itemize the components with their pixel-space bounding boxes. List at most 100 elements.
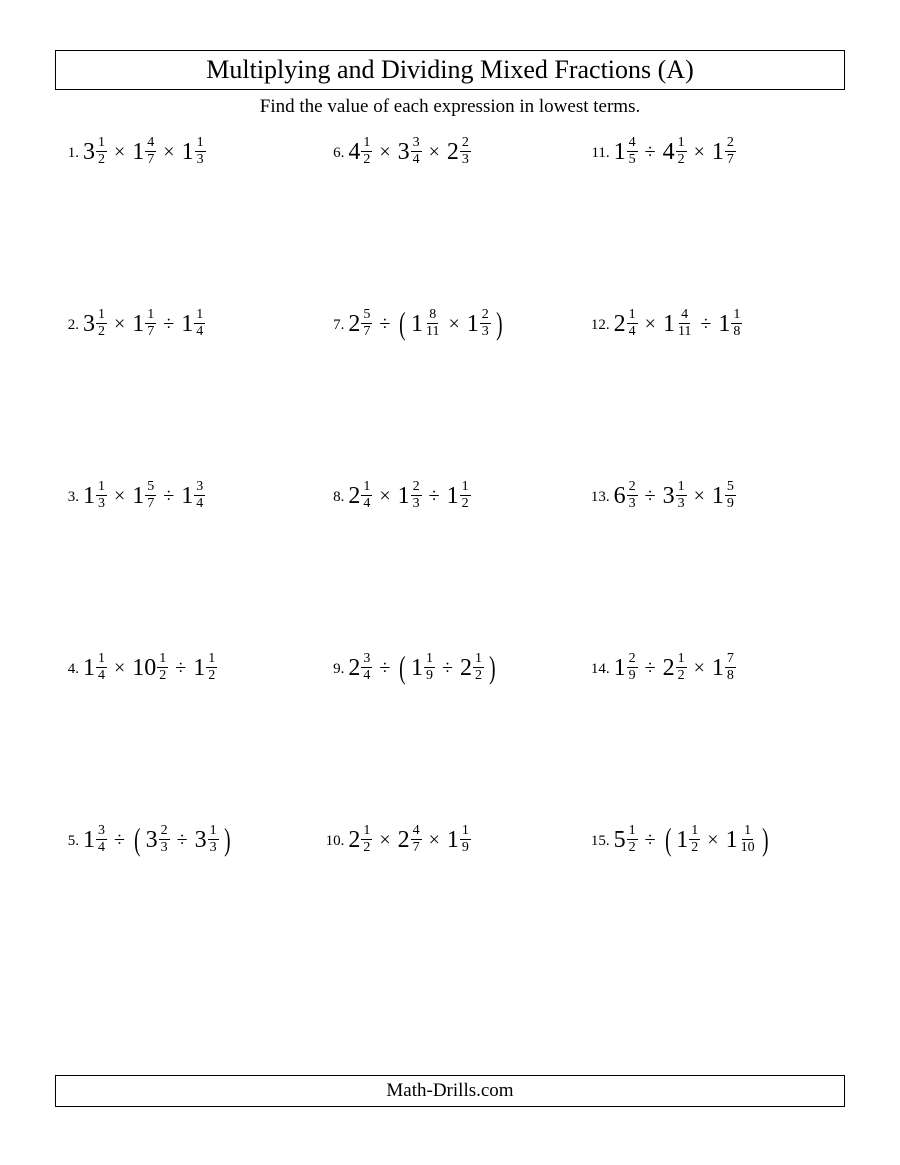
problem-number: 13. (586, 480, 614, 505)
whole-part: 2 (398, 828, 410, 852)
fraction-part: 18 (731, 308, 742, 339)
mixed-fraction: 134 (181, 480, 205, 511)
whole-part: 2 (348, 312, 360, 336)
problem-number: 10. (320, 824, 348, 849)
problem: 13.623÷313×159 (586, 480, 845, 652)
mixed-fraction: 118 (718, 308, 742, 339)
multiply-operator: × (110, 486, 129, 506)
mixed-fraction: 112 (193, 652, 217, 683)
mixed-fraction: 212 (460, 652, 484, 683)
multiply-operator: × (110, 314, 129, 334)
fraction-part: 29 (627, 652, 638, 683)
problem: 12.214×1411÷118 (586, 308, 845, 480)
mixed-fraction: 512 (614, 824, 638, 855)
mixed-fraction: 123 (398, 480, 422, 511)
fraction-part: 110 (739, 824, 757, 855)
fraction-part: 13 (208, 824, 219, 855)
fraction-part: 12 (627, 824, 638, 855)
whole-part: 4 (663, 140, 675, 164)
whole-part: 2 (460, 656, 472, 680)
multiply-operator: × (690, 658, 709, 678)
mixed-fraction: 1110 (726, 824, 757, 855)
whole-part: 1 (467, 312, 479, 336)
mixed-fraction: 212 (663, 652, 687, 683)
fraction-part: 19 (424, 652, 435, 683)
expression: 312×117÷114 (83, 308, 205, 339)
mixed-fraction: 313 (663, 480, 687, 511)
right-paren: ) (224, 828, 230, 850)
fraction-part: 13 (195, 136, 206, 167)
mixed-fraction: 127 (712, 136, 736, 167)
divide-operator: ÷ (110, 830, 129, 850)
mixed-fraction: 159 (712, 480, 736, 511)
fraction-part: 47 (145, 136, 156, 167)
fraction-part: 12 (96, 136, 107, 167)
expression: 114×1012÷112 (83, 652, 217, 683)
problem: 11.145÷412×127 (586, 136, 845, 308)
problem-number: 12. (586, 308, 614, 333)
problem-number: 7. (320, 308, 348, 333)
left-paren: ( (399, 312, 405, 334)
multiply-operator: × (110, 142, 129, 162)
mixed-fraction: 112 (447, 480, 471, 511)
problem: 3.113×157÷134 (55, 480, 314, 652)
divide-operator: ÷ (425, 486, 444, 506)
mixed-fraction: 145 (614, 136, 638, 167)
mixed-fraction: 114 (83, 652, 107, 683)
whole-part: 3 (83, 312, 95, 336)
fraction-part: 12 (460, 480, 471, 511)
mixed-fraction: 257 (348, 308, 372, 339)
problem: 9.234÷(119÷212) (320, 652, 579, 824)
mixed-fraction: 312 (83, 136, 107, 167)
whole-part: 1 (712, 140, 724, 164)
mixed-fraction: 129 (614, 652, 638, 683)
fraction-part: 14 (96, 652, 107, 683)
fraction-part: 13 (96, 480, 107, 511)
mixed-fraction: 1811 (411, 308, 441, 339)
fraction-part: 12 (157, 652, 168, 683)
multiply-operator: × (690, 486, 709, 506)
problem: 2.312×117÷114 (55, 308, 314, 480)
expression: 257÷(1811×123) (348, 308, 504, 339)
problem: 14.129÷212×178 (586, 652, 845, 824)
fraction-part: 23 (159, 824, 170, 855)
mixed-fraction: 412 (348, 136, 372, 167)
whole-part: 1 (83, 656, 95, 680)
problem-number: 6. (320, 136, 348, 161)
fraction-part: 12 (361, 824, 372, 855)
multiply-operator: × (444, 314, 463, 334)
mixed-fraction: 323 (146, 824, 170, 855)
whole-part: 5 (614, 828, 626, 852)
fraction-part: 59 (725, 480, 736, 511)
mixed-fraction: 178 (712, 652, 736, 683)
multiply-operator: × (425, 142, 444, 162)
whole-part: 2 (614, 312, 626, 336)
problem: 1.312×147×113 (55, 136, 314, 308)
divide-operator: ÷ (641, 658, 660, 678)
fraction-part: 14 (361, 480, 372, 511)
mixed-fraction: 214 (614, 308, 638, 339)
expression: 623÷313×159 (614, 480, 736, 511)
right-paren: ) (496, 312, 502, 334)
mixed-fraction: 117 (132, 308, 156, 339)
fraction-part: 45 (627, 136, 638, 167)
whole-part: 1 (193, 656, 205, 680)
mixed-fraction: 223 (447, 136, 471, 167)
multiply-operator: × (375, 486, 394, 506)
whole-part: 2 (348, 484, 360, 508)
fraction-part: 811 (424, 308, 441, 339)
multiply-operator: × (641, 314, 660, 334)
problem: 6.412×334×223 (320, 136, 579, 308)
whole-part: 3 (195, 828, 207, 852)
mixed-fraction: 113 (182, 136, 206, 167)
fraction-part: 12 (676, 652, 687, 683)
whole-part: 1 (614, 140, 626, 164)
expression: 212×247×119 (348, 824, 471, 855)
whole-part: 1 (398, 484, 410, 508)
problem-number: 8. (320, 480, 348, 505)
whole-part: 1 (181, 312, 193, 336)
fraction-part: 12 (689, 824, 700, 855)
whole-part: 1 (181, 484, 193, 508)
whole-part: 1 (726, 828, 738, 852)
problem-number: 15. (586, 824, 614, 849)
